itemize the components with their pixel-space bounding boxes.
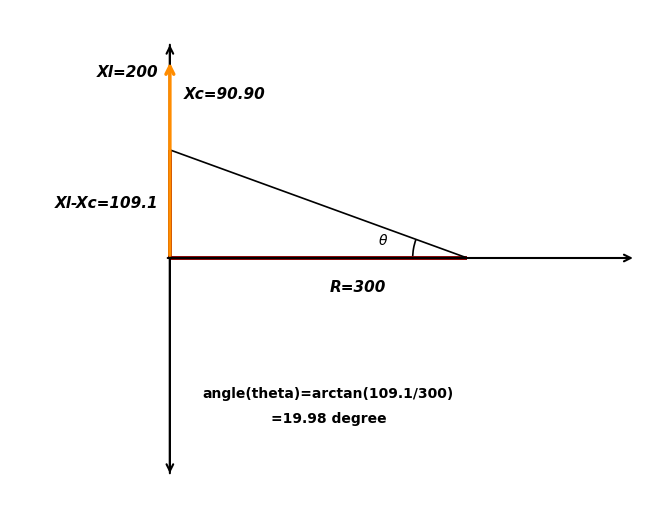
Text: Xc=90.90: Xc=90.90 bbox=[184, 87, 265, 102]
Text: Xl-Xc=109.1: Xl-Xc=109.1 bbox=[54, 196, 158, 211]
Text: R=300: R=300 bbox=[330, 280, 386, 295]
Text: $\theta$: $\theta$ bbox=[378, 233, 388, 248]
Text: angle(theta)=arctan(109.1/300): angle(theta)=arctan(109.1/300) bbox=[203, 387, 454, 401]
Text: Xl=200: Xl=200 bbox=[96, 64, 158, 80]
Text: =19.98 degree: =19.98 degree bbox=[270, 412, 386, 426]
